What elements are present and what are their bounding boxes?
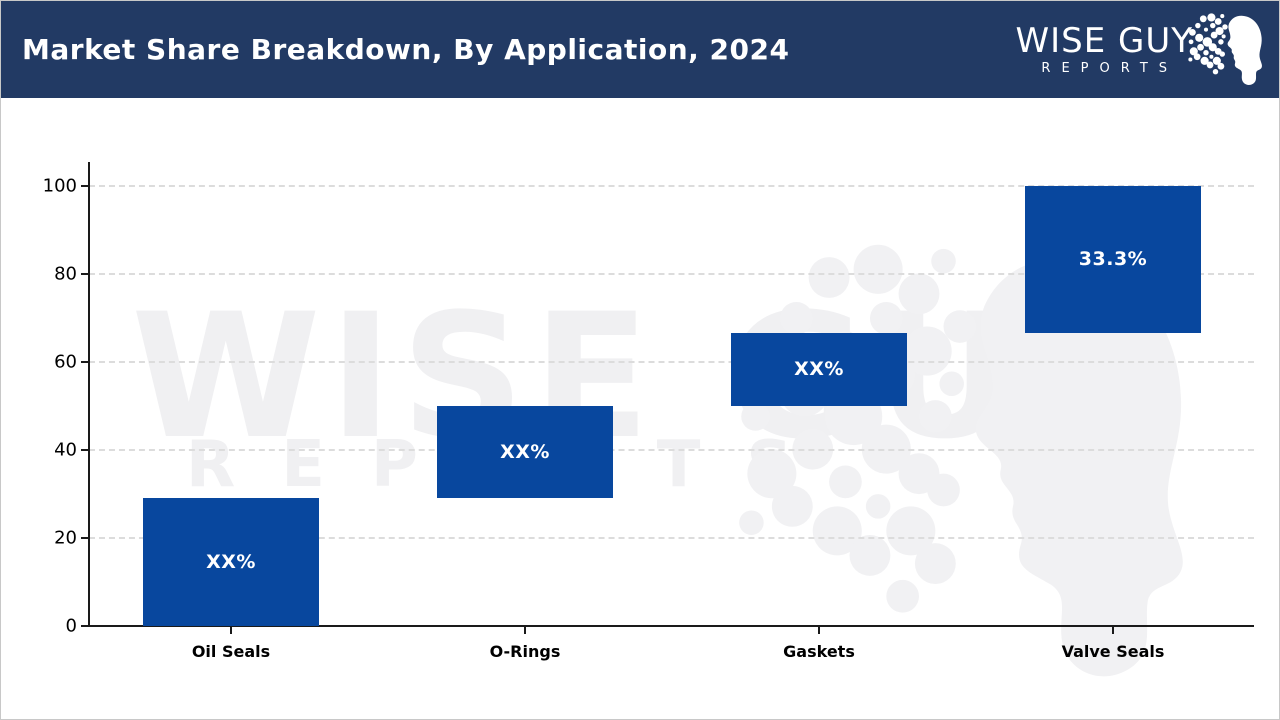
y-axis-spine [88,162,90,627]
y-tick-mark [81,625,89,627]
x-tick-mark [1112,626,1114,634]
y-tick-label: 80 [54,263,77,285]
bar: 33.3% [1025,186,1201,333]
x-tick-mark [524,626,526,634]
x-tick-label: Valve Seals [1061,642,1165,661]
gridline [89,185,1254,187]
bar-value-label: XX% [206,551,256,574]
gridline [89,537,1254,539]
x-tick-label: Oil Seals [191,642,271,661]
gridline [89,273,1254,275]
bar: XX% [437,406,613,499]
y-tick-mark [81,361,89,363]
chart-title: Market Share Breakdown, By Application, … [22,33,790,66]
y-tick-mark [81,449,89,451]
y-tick-mark [81,185,89,187]
x-tick-label: Gaskets [783,642,855,661]
y-tick-mark [81,537,89,539]
y-tick-label: 20 [54,527,77,549]
x-tick-mark [230,626,232,634]
wise-guy-reports-logo: WISE GUY REPORTS [1015,9,1265,91]
y-tick-mark [81,273,89,275]
x-axis-spine [88,625,1254,627]
bar: XX% [731,332,907,406]
dot-face-icon [1188,12,1262,85]
bar-value-label: XX% [794,358,844,381]
y-tick-label: 60 [54,351,77,373]
x-tick-mark [818,626,820,634]
logo-subtitle: REPORTS [1041,60,1179,76]
gridline [89,361,1254,363]
bar: XX% [143,498,319,626]
header-band: Market Share Breakdown, By Application, … [1,1,1279,98]
y-tick-label: 0 [65,615,77,637]
gridline [89,449,1254,451]
logo-wordmark: WISE GUY [1015,20,1193,61]
logo-text: WISE GUY REPORTS [1015,24,1193,76]
watermark-wordmark: WISE GUY [131,276,1156,477]
bar-value-label: 33.3% [1078,248,1148,271]
bar-value-label: XX% [500,441,550,464]
x-tick-label: O-Rings [489,642,561,661]
y-tick-label: 40 [54,439,77,461]
y-tick-label: 100 [42,175,77,197]
